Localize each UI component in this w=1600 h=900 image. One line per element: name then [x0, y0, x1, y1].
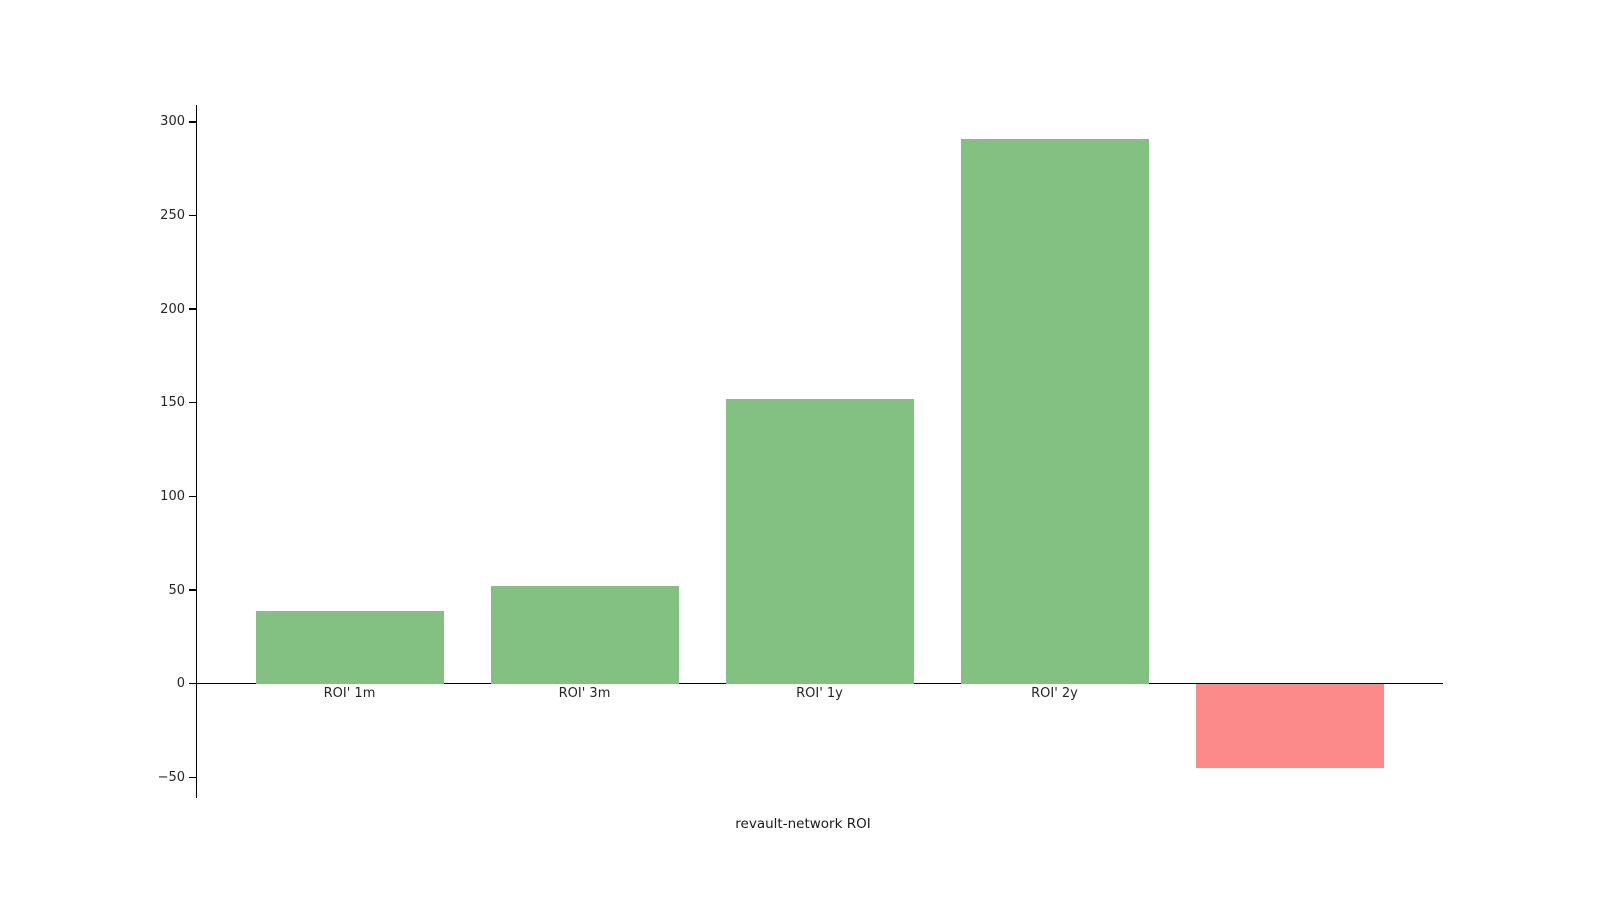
x-tick-label-roi-1y: ROI' 1y: [796, 685, 843, 701]
y-tick-mark: [189, 308, 196, 310]
y-tick-mark: [189, 402, 196, 404]
y-tick-label: 100: [160, 488, 185, 504]
y-tick-label: 0: [176, 676, 185, 692]
y-tick-mark: [189, 776, 196, 779]
y-tick-mark: [189, 683, 196, 685]
bar-roi-2y: [960, 138, 1149, 684]
bar-roi-1m: [255, 610, 444, 684]
y-tick-mark: [189, 495, 196, 498]
y-tick-label: 300: [160, 114, 185, 130]
y-tick-mark: [189, 121, 196, 123]
y-tick-label: −50: [157, 769, 185, 785]
x-axis-zero-line: [196, 683, 1443, 685]
y-tick-label: 250: [160, 208, 185, 223]
y-tick-mark: [189, 589, 196, 591]
y-tick-label: 150: [160, 395, 185, 411]
bar-roi-3m: [490, 586, 679, 684]
y-tick-label: 50: [168, 582, 185, 598]
y-tick-label: 200: [160, 301, 185, 317]
y-tick-mark: [189, 214, 196, 217]
x-tick-label-roi-1m: ROI' 1m: [323, 685, 376, 701]
bar-unlabeled-4: [1195, 683, 1384, 769]
bar-roi-1y: [725, 399, 914, 684]
x-tick-label-roi-3m: ROI' 3m: [558, 685, 611, 701]
y-axis-line: [196, 105, 198, 798]
x-tick-label-roi-2y: ROI' 2y: [1031, 685, 1078, 701]
chart-title: revault-network ROI: [735, 816, 871, 832]
